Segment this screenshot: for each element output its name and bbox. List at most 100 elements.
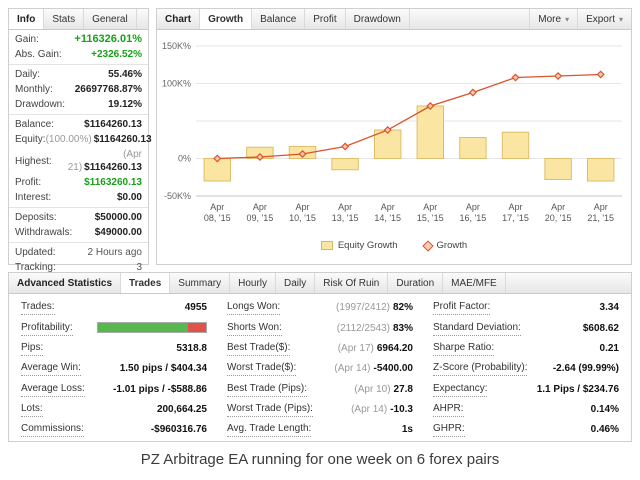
stat-row: Best Trade($): (Apr 17) 6964.20 bbox=[225, 339, 415, 359]
info-row-label: Abs. Gain: bbox=[15, 49, 62, 60]
tab-balance[interactable]: Balance bbox=[252, 9, 306, 29]
growth-point bbox=[383, 125, 392, 135]
stats-tab[interactable]: Trades bbox=[121, 273, 171, 293]
info-row-value: (Apr 21) $1164260.13 bbox=[52, 148, 142, 174]
stat-value-main: -$960316.76 bbox=[150, 424, 207, 436]
stat-value-prefix: (Apr 17) bbox=[337, 342, 374, 354]
growth-point bbox=[298, 149, 307, 159]
stat-value-main: 0.21 bbox=[599, 342, 619, 354]
x-axis-label: Apr bbox=[594, 202, 608, 212]
info-row-value-main: $1164260.13 bbox=[93, 134, 152, 145]
stat-row: Profitability: bbox=[19, 318, 209, 338]
chevron-down-icon: ▾ bbox=[618, 14, 623, 24]
equity-growth-swatch-icon bbox=[320, 241, 333, 250]
stat-value-main: -2.64 (99.99%) bbox=[552, 363, 619, 375]
x-axis-label: Apr bbox=[295, 202, 309, 212]
stat-value: -1.01 pips / -$588.86 bbox=[113, 384, 207, 396]
legend-equity-growth[interactable]: Equity Growth bbox=[320, 240, 398, 251]
info-row: Gain: +116326.01% bbox=[9, 32, 148, 47]
stat-value: 1.50 pips / $404.34 bbox=[120, 363, 207, 375]
legend-growth[interactable]: Growth bbox=[421, 239, 468, 252]
x-axis-label: Apr bbox=[210, 202, 224, 212]
info-row: Updated: 2 Hours ago bbox=[9, 242, 148, 260]
stat-value-main: 3.34 bbox=[599, 302, 619, 314]
tab-info[interactable]: Info bbox=[9, 9, 45, 29]
legend-growth-label: Growth bbox=[436, 240, 468, 251]
info-row-label: Deposits: bbox=[15, 212, 57, 223]
stat-row: Pips: 5318.8 bbox=[19, 339, 209, 359]
stat-value-main: -5400.00 bbox=[373, 363, 413, 375]
info-row: Highest: (Apr 21) $1164260.13 bbox=[9, 147, 148, 175]
stat-label: Longs Won: bbox=[227, 301, 281, 316]
stat-label: Best Trade (Pips): bbox=[227, 383, 308, 397]
stats-tab[interactable]: MAE/MFE bbox=[443, 273, 506, 293]
stat-row: AHPR: 0.14% bbox=[431, 400, 621, 420]
equity-growth-bar bbox=[459, 137, 487, 159]
y-axis-label: 150K% bbox=[162, 41, 191, 51]
stat-value-main: 5318.8 bbox=[176, 342, 207, 354]
x-axis-label: Apr bbox=[508, 202, 522, 212]
stats-tab[interactable]: Risk Of Ruin bbox=[315, 273, 389, 293]
stat-row: Profit Factor: 3.34 bbox=[431, 298, 621, 318]
stat-label: Pips: bbox=[21, 342, 44, 356]
stat-row: Expectancy: 1.1 Pips / $234.76 bbox=[431, 380, 621, 400]
stats-column-3: Profit Factor: 3.34 Standard Deviation: … bbox=[423, 298, 629, 441]
info-row: Monthly: 26697768.87% bbox=[9, 82, 148, 97]
stat-label: AHPR: bbox=[433, 403, 464, 418]
growth-point bbox=[255, 152, 264, 162]
info-row: Abs. Gain: +2326.52% bbox=[9, 47, 148, 62]
stats-tab[interactable]: Duration bbox=[388, 273, 444, 293]
tabbar-spacer bbox=[410, 9, 529, 29]
growth-point bbox=[511, 73, 520, 82]
caption: PZ Arbitrage EA running for one week on … bbox=[140, 451, 500, 468]
growth-point bbox=[213, 154, 222, 163]
info-row-value: 26697768.87% bbox=[75, 83, 142, 96]
stat-label: Average Win: bbox=[21, 362, 81, 377]
stat-label: GHPR: bbox=[433, 423, 465, 438]
info-row-label: Balance: bbox=[15, 119, 54, 130]
stat-value: 0.21 bbox=[600, 343, 619, 355]
growth-point bbox=[341, 142, 350, 151]
tab-general[interactable]: General bbox=[84, 9, 137, 29]
stat-row: Standard Deviation: $608.62 bbox=[431, 318, 621, 338]
stat-row: Z-Score (Probability): -2.64 (99.99%) bbox=[431, 359, 621, 379]
stat-label: Expectancy: bbox=[433, 383, 488, 397]
stat-value-main: 27.8 bbox=[393, 383, 413, 395]
stat-row: Worst Trade($): (Apr 14) -5400.00 bbox=[225, 359, 415, 379]
growth-point bbox=[426, 101, 435, 111]
info-row: Tracking: 3 bbox=[9, 260, 148, 275]
info-row-value-main: $1164260.13 bbox=[84, 162, 142, 173]
legend-equity-growth-label: Equity Growth bbox=[337, 240, 398, 251]
info-row-label: Withdrawals: bbox=[15, 227, 73, 238]
tab-growth[interactable]: Growth bbox=[200, 9, 253, 29]
x-axis-label: 14, '15 bbox=[374, 213, 401, 223]
stat-value-main: -1.01 pips / -$588.86 bbox=[113, 383, 207, 395]
export-button[interactable]: Export ▾ bbox=[577, 9, 631, 29]
info-row-value: 19.12% bbox=[108, 98, 142, 111]
chart-tabbar: Chart Growth Balance Profit Drawdown Mor… bbox=[157, 9, 631, 30]
info-row-value: $1163260.13 bbox=[84, 176, 142, 189]
tab-stats[interactable]: Stats bbox=[44, 9, 85, 29]
profitability-bar bbox=[97, 321, 207, 333]
stat-label: Profitability: bbox=[21, 322, 73, 336]
stat-value: (Apr 10) 27.8 bbox=[354, 384, 413, 396]
stat-label: Z-Score (Probability): bbox=[433, 362, 528, 377]
info-row-label: Interest: bbox=[15, 192, 52, 203]
stats-tab[interactable]: Summary bbox=[170, 273, 231, 293]
stat-row: GHPR: 0.46% bbox=[431, 420, 621, 440]
stats-tab[interactable]: Hourly bbox=[230, 273, 276, 293]
stat-value: 1.1 Pips / $234.76 bbox=[537, 384, 619, 396]
tab-profit[interactable]: Profit bbox=[305, 9, 346, 29]
stats-column-1: Trades: 4955 Profitability: Pips: 5318.8… bbox=[11, 298, 217, 441]
tab-chart[interactable]: Chart bbox=[157, 9, 201, 29]
stat-row: Worst Trade (Pips): (Apr 14) -10.3 bbox=[225, 400, 415, 420]
stats-tab[interactable]: Daily bbox=[276, 273, 316, 293]
tab-drawdown[interactable]: Drawdown bbox=[346, 9, 410, 29]
stat-row: Sharpe Ratio: 0.21 bbox=[431, 339, 621, 359]
equity-growth-bar bbox=[501, 131, 530, 159]
stat-value-main: 1.1 Pips / $234.76 bbox=[536, 383, 619, 395]
more-button[interactable]: More ▾ bbox=[529, 9, 577, 29]
stat-label: Standard Deviation: bbox=[433, 322, 521, 336]
x-axis-label: Apr bbox=[338, 202, 352, 212]
stat-value: $608.62 bbox=[583, 323, 619, 335]
